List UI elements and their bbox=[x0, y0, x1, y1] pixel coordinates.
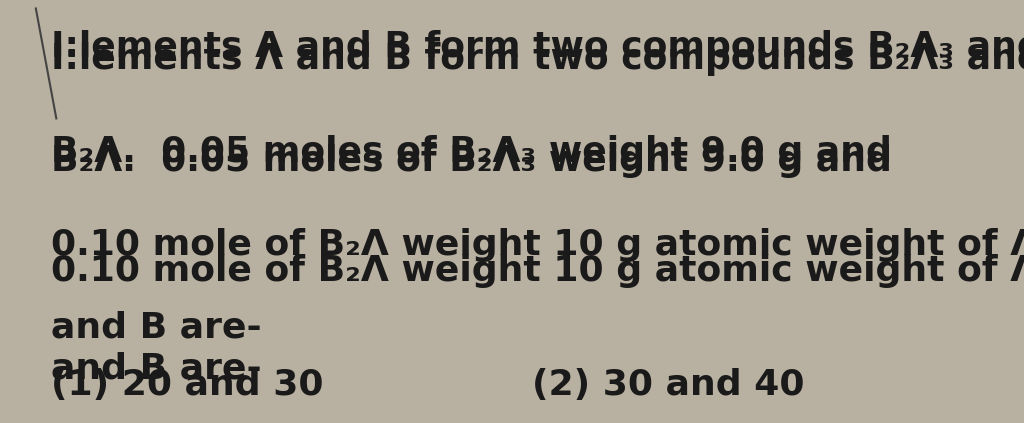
Text: B₂Λ.  0.05 moles of B₂Λ₃ weight 9.0 g and: B₂Λ. 0.05 moles of B₂Λ₃ weight 9.0 g and bbox=[51, 144, 892, 178]
Text: I:lements Λ and B form two compounds B₂Λ₃ and: I:lements Λ and B form two compounds B₂Λ… bbox=[51, 30, 1024, 63]
Text: (2) 30 and 40: (2) 30 and 40 bbox=[532, 368, 805, 402]
Text: (1) 20 and 30: (1) 20 and 30 bbox=[51, 368, 324, 402]
Text: 0.10 mole of B₂Λ weight 10 g atomic weight of Λ: 0.10 mole of B₂Λ weight 10 g atomic weig… bbox=[51, 254, 1024, 288]
Text: B₂Λ.  0.05 moles of B₂Λ₃ weight 9.0 g and: B₂Λ. 0.05 moles of B₂Λ₃ weight 9.0 g and bbox=[51, 135, 892, 169]
Text: and B are-: and B are- bbox=[51, 311, 262, 345]
Text: and B are-: and B are- bbox=[51, 351, 262, 385]
Text: 0.10 mole of B₂Λ weight 10 g atomic weight of Λ: 0.10 mole of B₂Λ weight 10 g atomic weig… bbox=[51, 228, 1024, 262]
Text: I:lements Λ and B form two compounds B₂Λ₃ and: I:lements Λ and B form two compounds B₂Λ… bbox=[51, 42, 1024, 76]
